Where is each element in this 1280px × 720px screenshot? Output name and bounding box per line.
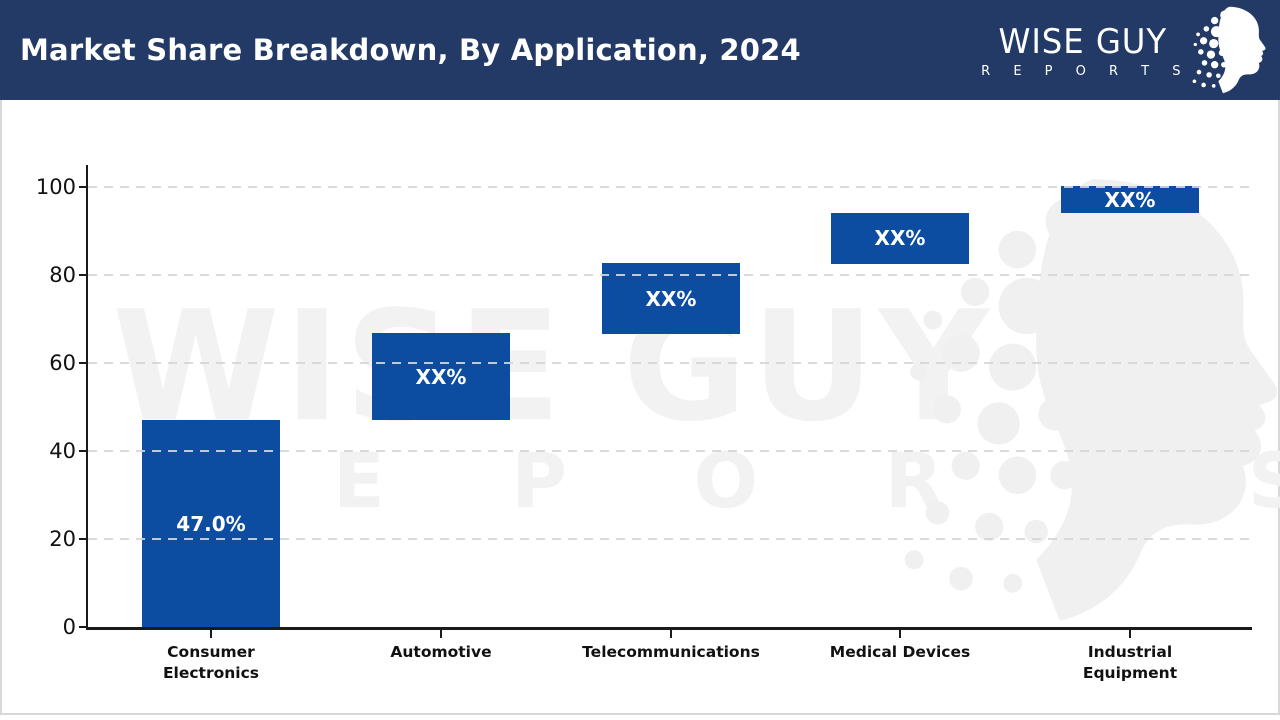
logo-subtitle: R E P O R T S bbox=[981, 63, 1190, 79]
gridline-40 bbox=[88, 450, 1252, 452]
logo-text: WISE GUY R E P O R T S bbox=[975, 22, 1190, 79]
logo-dotted-head-icon bbox=[1192, 6, 1266, 94]
x-category-label: Consumer Electronics bbox=[162, 643, 260, 682]
y-tick-label-0: 0 bbox=[62, 615, 76, 639]
bar-consumer-electronics bbox=[142, 420, 280, 627]
bar-value-label: 47.0% bbox=[176, 511, 246, 536]
y-tick-40 bbox=[79, 450, 87, 452]
y-tick-label-100: 100 bbox=[35, 175, 76, 199]
bar-value-label: XX% bbox=[415, 364, 467, 389]
x-category-label: Telecommunications bbox=[582, 643, 760, 661]
x-tick-3 bbox=[899, 630, 901, 638]
gridline-100 bbox=[88, 186, 1252, 188]
y-tick-60 bbox=[79, 362, 87, 364]
gridline-60 bbox=[88, 362, 1252, 364]
bar-value-label: XX% bbox=[1104, 187, 1156, 212]
page-title: Market Share Breakdown, By Application, … bbox=[20, 33, 801, 67]
bar-medical-devices bbox=[831, 212, 969, 264]
x-tick-2 bbox=[670, 630, 672, 638]
x-tick-0 bbox=[210, 630, 212, 638]
gridline-80 bbox=[88, 274, 1252, 276]
x-category-label: Medical Devices bbox=[829, 643, 971, 661]
x-category-label: Industrial Equipment bbox=[1082, 643, 1178, 682]
y-tick-80 bbox=[79, 274, 87, 276]
y-tick-20 bbox=[79, 538, 87, 540]
y-tick-0 bbox=[79, 626, 87, 628]
wise-guy-reports-logo: WISE GUY R E P O R T S bbox=[975, 4, 1268, 96]
y-tick-100 bbox=[79, 186, 87, 188]
y-axis-line bbox=[86, 165, 88, 630]
watermark-dotted-head-icon bbox=[904, 179, 1278, 621]
x-tick-1 bbox=[440, 630, 442, 638]
gridline-20 bbox=[88, 538, 1252, 540]
y-tick-label-60: 60 bbox=[49, 351, 76, 375]
x-tick-4 bbox=[1129, 630, 1131, 638]
x-category-label: Automotive bbox=[390, 643, 492, 661]
bar-industrial-equipment bbox=[1061, 186, 1199, 214]
logo-wordmark: WISE GUY bbox=[998, 21, 1167, 62]
y-tick-label-80: 80 bbox=[49, 263, 76, 287]
y-tick-label-40: 40 bbox=[49, 439, 76, 463]
x-axis-line bbox=[86, 627, 1252, 630]
header-band: Market Share Breakdown, By Application, … bbox=[0, 0, 1280, 100]
y-tick-label-20: 20 bbox=[49, 527, 76, 551]
bar-value-label: XX% bbox=[874, 226, 926, 251]
bar-value-label: XX% bbox=[645, 286, 697, 311]
content-frame bbox=[0, 100, 1280, 715]
bar-automotive bbox=[372, 333, 510, 421]
